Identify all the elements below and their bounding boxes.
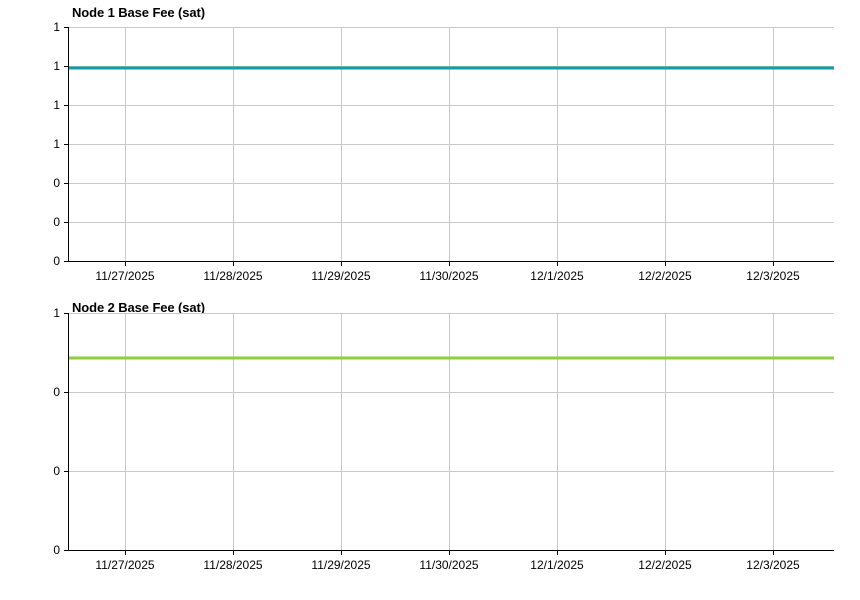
x-tick-label: 12/3/2025 bbox=[746, 269, 800, 283]
chart-title-node-2: Node 2 Base Fee (sat) bbox=[72, 300, 206, 315]
x-tick-label: 11/29/2025 bbox=[311, 558, 371, 572]
x-tick-mark bbox=[449, 550, 451, 555]
y-tick-mark bbox=[64, 313, 69, 315]
x-tick-mark bbox=[557, 550, 559, 555]
gridline-horizontal bbox=[69, 183, 834, 184]
gridline-vertical bbox=[341, 313, 342, 550]
y-tick-label: 0 bbox=[53, 385, 60, 399]
y-tick-label: 1 bbox=[53, 98, 60, 112]
y-tick-mark bbox=[64, 550, 69, 552]
gridline-vertical bbox=[125, 313, 126, 550]
y-tick-label: 0 bbox=[53, 176, 60, 190]
x-tick-label: 12/1/2025 bbox=[530, 558, 584, 572]
gridline-horizontal bbox=[69, 471, 834, 472]
gridline-horizontal bbox=[69, 144, 834, 145]
chart-panel-node-2: Node 2 Base Fee (sat) 1 0 0 0 bbox=[0, 290, 860, 600]
y-tick-label: 1 bbox=[53, 306, 60, 320]
x-tick-label: 12/2/2025 bbox=[638, 558, 692, 572]
x-tick-label: 11/30/2025 bbox=[419, 558, 479, 572]
x-tick-mark bbox=[557, 261, 559, 266]
gridline-horizontal bbox=[69, 222, 834, 223]
x-tick-mark bbox=[341, 550, 343, 555]
gridline-vertical bbox=[773, 27, 774, 261]
x-tick-mark bbox=[773, 550, 775, 555]
gridline-vertical bbox=[233, 313, 234, 550]
y-tick-label: 0 bbox=[53, 543, 60, 557]
plot-area-node-1: 1 1 1 1 0 0 0 11/27/2025 11/28/2025 11/2… bbox=[53, 20, 834, 283]
gridline-vertical bbox=[341, 27, 342, 261]
gridline-vertical bbox=[665, 313, 666, 550]
gridline-vertical bbox=[449, 313, 450, 550]
x-tick-mark bbox=[665, 550, 667, 555]
gridline-horizontal bbox=[69, 313, 834, 314]
gridline-horizontal bbox=[69, 27, 834, 28]
series-line-node-1 bbox=[69, 66, 834, 70]
x-tick-mark bbox=[125, 261, 127, 266]
y-tick-mark bbox=[64, 222, 69, 224]
y-tick-mark bbox=[64, 66, 69, 68]
x-tick-label: 11/29/2025 bbox=[311, 269, 371, 283]
y-tick-label: 1 bbox=[53, 137, 60, 151]
x-tick-mark bbox=[773, 261, 775, 266]
gridline-vertical bbox=[233, 27, 234, 261]
x-tick-label: 11/27/2025 bbox=[95, 269, 155, 283]
gridline-vertical bbox=[557, 27, 558, 261]
x-tick-label: 11/30/2025 bbox=[419, 269, 479, 283]
x-tick-mark bbox=[341, 261, 343, 266]
y-tick-mark bbox=[64, 392, 69, 394]
y-tick-mark bbox=[64, 261, 69, 263]
x-tick-label: 11/28/2025 bbox=[203, 269, 263, 283]
gridline-horizontal bbox=[69, 105, 834, 106]
x-tick-label: 12/2/2025 bbox=[638, 269, 692, 283]
x-tick-mark bbox=[665, 261, 667, 266]
gridline-vertical bbox=[125, 27, 126, 261]
y-tick-mark bbox=[64, 183, 69, 185]
y-tick-label: 1 bbox=[53, 20, 60, 34]
chart-title-node-1: Node 1 Base Fee (sat) bbox=[72, 5, 206, 20]
x-tick-mark bbox=[125, 550, 127, 555]
x-tick-mark bbox=[449, 261, 451, 266]
y-tick-mark bbox=[64, 471, 69, 473]
series-line-node-2 bbox=[69, 356, 834, 360]
x-tick-mark bbox=[233, 550, 235, 555]
gridline-vertical bbox=[665, 27, 666, 261]
y-tick-label: 1 bbox=[53, 59, 60, 73]
x-tick-label: 12/1/2025 bbox=[530, 269, 584, 283]
y-tick-mark bbox=[64, 144, 69, 146]
y-tick-label: 0 bbox=[53, 215, 60, 229]
gridline-vertical bbox=[773, 313, 774, 550]
y-tick-mark bbox=[64, 105, 69, 107]
chart-panel-node-1: Node 1 Base Fee (sat) 1 1 1 bbox=[0, 0, 860, 290]
y-tick-mark bbox=[64, 27, 69, 29]
gridline-vertical bbox=[449, 27, 450, 261]
plot-area-node-2: 1 0 0 0 11/27/2025 11/28/2025 11/29/2025… bbox=[53, 306, 834, 572]
x-tick-label: 11/28/2025 bbox=[203, 558, 263, 572]
x-tick-label: 11/27/2025 bbox=[95, 558, 155, 572]
x-tick-label: 12/3/2025 bbox=[746, 558, 800, 572]
gridline-vertical bbox=[557, 313, 558, 550]
gridline-horizontal bbox=[69, 392, 834, 393]
x-tick-mark bbox=[233, 261, 235, 266]
y-tick-label: 0 bbox=[53, 254, 60, 268]
y-tick-label: 0 bbox=[53, 464, 60, 478]
